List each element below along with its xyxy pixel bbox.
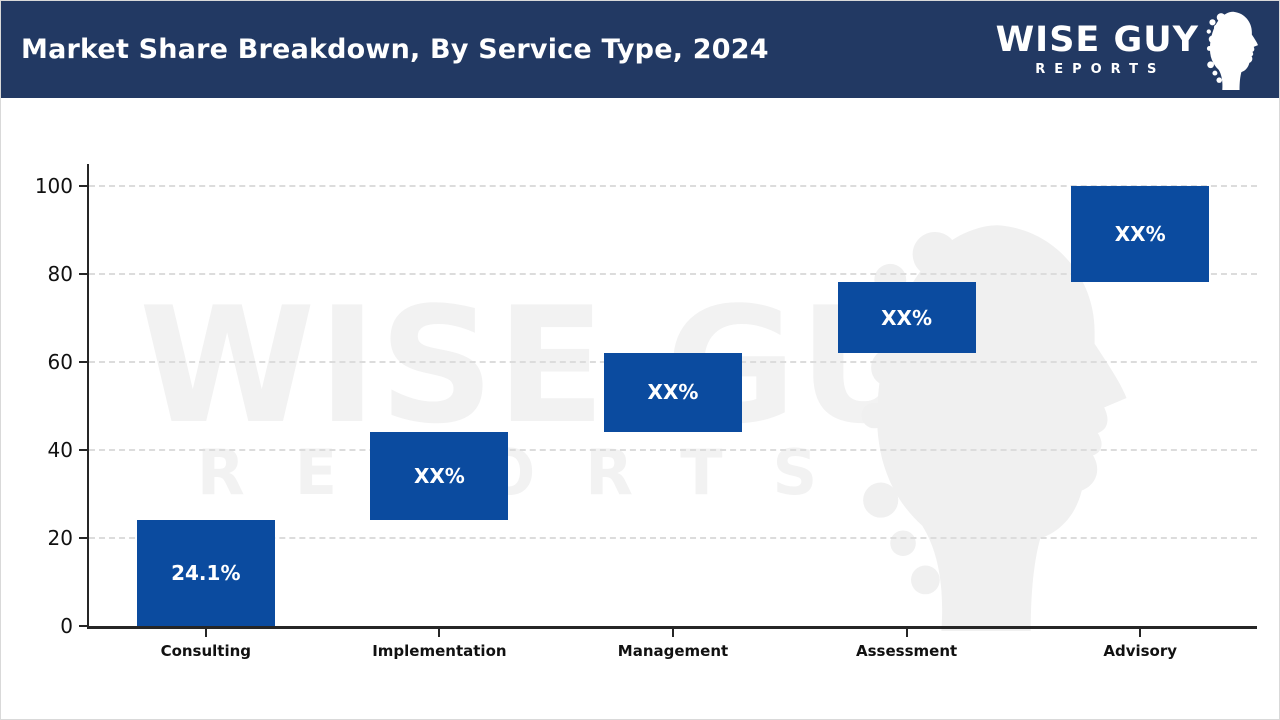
bar-value-label-advisory: XX%	[1114, 222, 1166, 247]
y-tick-label-20: 20	[47, 526, 73, 550]
y-tick-label-40: 40	[47, 438, 73, 462]
head-profile-icon	[1203, 10, 1265, 90]
y-tick-label-0: 0	[60, 614, 73, 638]
gridline-20	[89, 537, 1257, 539]
y-tick-mark-20	[79, 537, 88, 539]
bar-assessment: XX%	[837, 282, 976, 353]
bar-implementation: XX%	[370, 431, 509, 520]
gridline-40	[89, 449, 1257, 451]
x-tick-label-consulting: Consulting	[160, 642, 252, 660]
y-tick-mark-80	[79, 273, 88, 275]
y-tick-mark-0	[79, 625, 88, 627]
x-tick-label-implementation: Implementation	[372, 642, 507, 660]
y-tick-mark-60	[79, 361, 88, 363]
x-tick-label-advisory: Advisory	[1103, 642, 1178, 660]
header-bar: Market Share Breakdown, By Service Type,…	[1, 1, 1279, 98]
bar-value-label-implementation: XX%	[413, 463, 465, 488]
x-tick-mark-consulting	[204, 628, 207, 637]
y-tick-mark-40	[79, 449, 88, 451]
bar-value-label-assessment: XX%	[881, 305, 933, 330]
y-tick-label-80: 80	[47, 262, 73, 286]
bar-management: XX%	[604, 352, 742, 432]
bar-value-label-consulting: 24.1%	[171, 560, 241, 585]
x-axis-line	[87, 626, 1257, 629]
logo-text: WISE GUY REPORTS	[995, 19, 1199, 77]
y-tick-mark-100	[79, 185, 88, 187]
x-tick-label-management: Management	[617, 642, 729, 660]
gridline-100	[89, 185, 1257, 187]
gridline-80	[89, 273, 1257, 275]
bar-value-label-management: XX%	[647, 380, 699, 405]
watermark-subtitle: REPORTS	[197, 436, 868, 509]
x-tick-mark-advisory	[1139, 628, 1142, 637]
x-tick-mark-assessment	[905, 628, 908, 637]
x-tick-mark-management	[672, 628, 674, 637]
bar-consulting: 24.1%	[136, 519, 275, 626]
y-axis-line	[87, 164, 89, 629]
logo-wordmark: WISE GUY	[995, 19, 1199, 60]
wiseguy-logo: WISE GUY REPORTS	[996, 10, 1265, 90]
y-tick-label-100: 100	[34, 174, 73, 198]
bar-advisory: XX%	[1071, 186, 1210, 283]
chart-title: Market Share Breakdown, By Service Type,…	[21, 34, 769, 65]
x-tick-mark-implementation	[438, 628, 441, 637]
x-tick-label-assessment: Assessment	[856, 642, 958, 660]
y-tick-label-60: 60	[47, 350, 73, 374]
logo-subtitle: REPORTS	[1035, 61, 1166, 77]
